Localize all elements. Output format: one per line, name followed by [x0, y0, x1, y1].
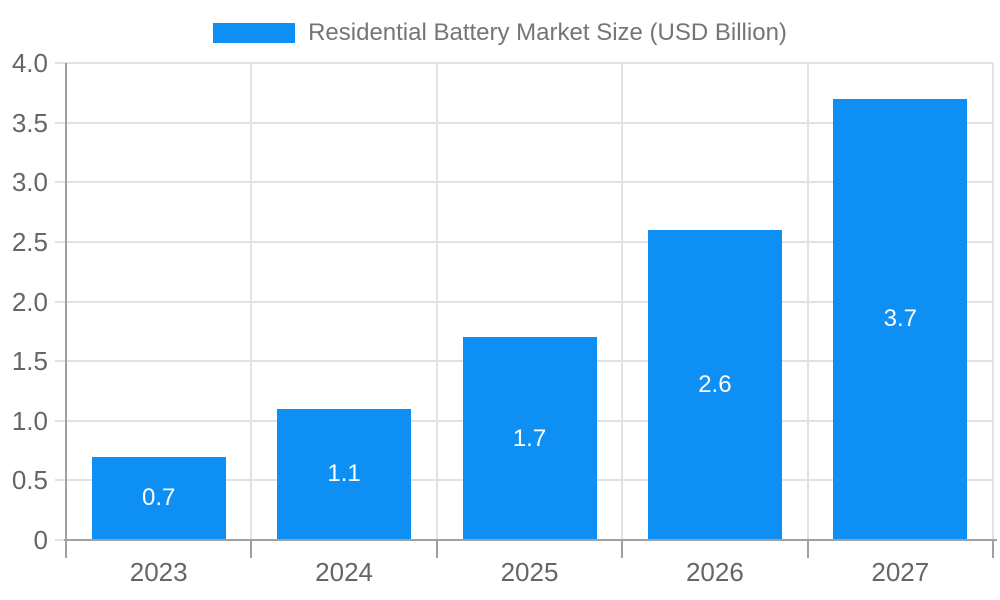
y-tick-label: 0 [33, 525, 48, 555]
y-axis-line [65, 63, 67, 558]
y-tick [55, 121, 66, 124]
bar: 1.7 [462, 337, 597, 540]
x-tick [992, 541, 994, 558]
bar-value-label: 1.1 [327, 460, 361, 488]
y-tick [55, 479, 66, 482]
y-tick [55, 181, 66, 184]
x-tick-label: 2027 [871, 557, 930, 587]
x-tick-label: 2023 [129, 557, 188, 587]
y-tick-label: 2.0 [11, 286, 48, 317]
y-tick [55, 360, 66, 363]
gridline-v [806, 63, 809, 540]
bar: 0.7 [91, 456, 226, 540]
y-tick [55, 539, 66, 541]
chart-title: Residential Battery Market Size (USD Bil… [308, 19, 787, 46]
gridline-v [621, 63, 624, 540]
bar: 1.1 [277, 408, 412, 540]
gridline-h [66, 300, 993, 303]
y-tick-label: 3.5 [11, 107, 48, 138]
x-axis-line [64, 539, 997, 541]
y-tick [55, 240, 66, 243]
bar-value-label: 3.7 [883, 305, 917, 333]
y-tick-label: 4.0 [11, 48, 48, 78]
legend-swatch [213, 23, 296, 43]
bar-value-label: 1.7 [512, 424, 547, 452]
y-tick-label: 0.5 [11, 465, 48, 496]
x-tick [250, 541, 253, 558]
chart-legend[interactable]: Residential Battery Market Size (USD Bil… [0, 17, 1000, 49]
gridline-h [66, 240, 993, 243]
y-tick [55, 62, 66, 64]
x-tick [621, 541, 624, 558]
x-tick-label: 2026 [685, 557, 744, 587]
gridline-h [66, 121, 993, 124]
y-tick-label: 1.5 [11, 346, 48, 377]
bar-value-label: 2.6 [698, 370, 732, 398]
bar: 2.6 [647, 229, 782, 540]
x-tick [806, 541, 809, 558]
plot-right-border [992, 63, 994, 540]
gridline-h [66, 181, 993, 184]
x-tick [435, 541, 438, 558]
y-tick-label: 3.0 [11, 167, 48, 198]
x-tick-label: 2024 [315, 557, 374, 587]
bar-value-label: 0.7 [142, 484, 176, 512]
y-tick-label: 1.0 [11, 405, 48, 436]
gridline-v [435, 63, 438, 540]
y-tick [55, 300, 66, 303]
gridline-h [66, 62, 993, 64]
x-tick-label: 2025 [500, 557, 559, 587]
x-tick [65, 541, 67, 558]
y-tick-label: 2.5 [11, 226, 48, 257]
bar: 3.7 [833, 98, 968, 540]
y-tick [55, 419, 66, 422]
gridline-v [250, 63, 253, 540]
